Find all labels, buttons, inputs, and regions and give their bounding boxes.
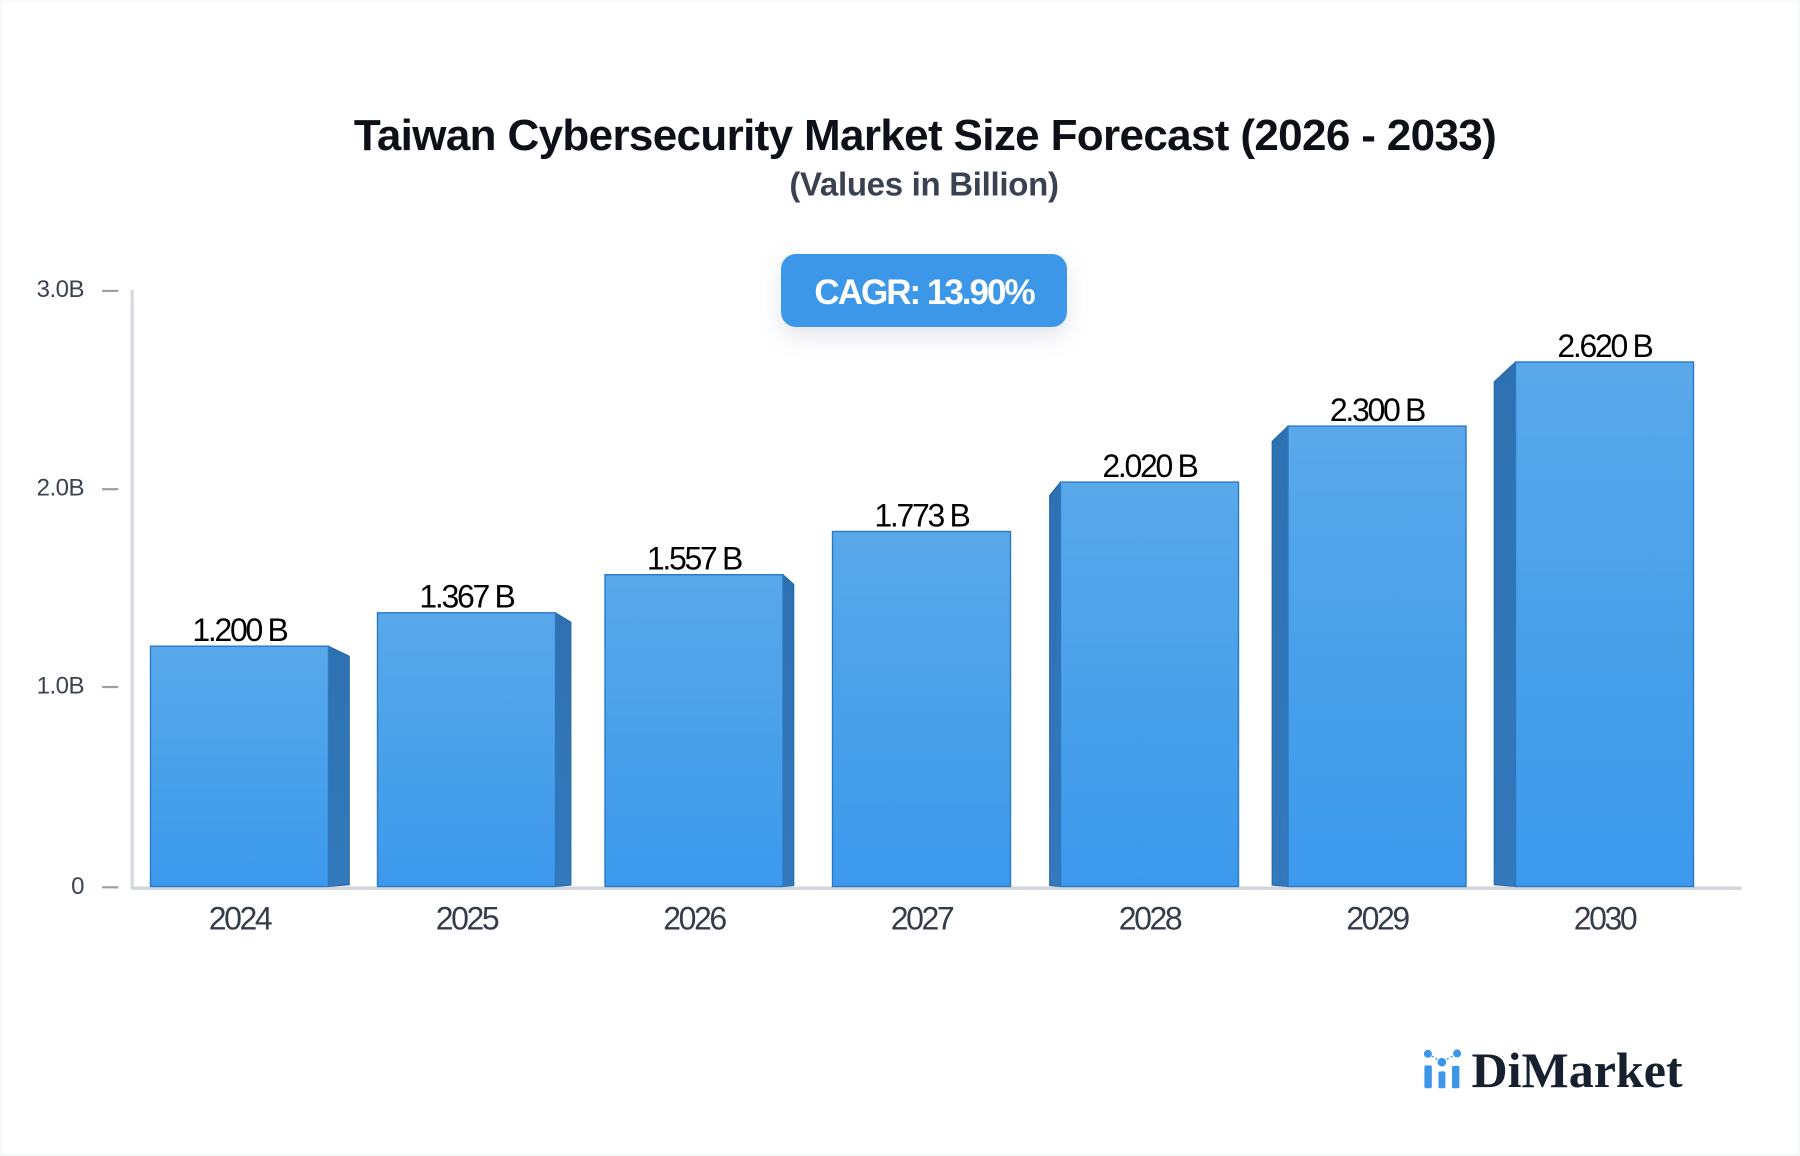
svg-text:CAGR: 13.90%: CAGR: 13.90% (814, 273, 1035, 312)
svg-text:1.0B: 1.0B (37, 673, 84, 700)
svg-text:0: 0 (71, 873, 84, 900)
svg-text:2025: 2025 (436, 901, 499, 937)
svg-text:1.367 B: 1.367 B (419, 579, 514, 615)
svg-text:2024: 2024 (209, 901, 272, 937)
svg-text:2030: 2030 (1574, 901, 1637, 937)
svg-text:2.0B: 2.0B (37, 475, 84, 502)
svg-text:1.200 B: 1.200 B (192, 612, 287, 648)
svg-text:1.773 B: 1.773 B (874, 497, 969, 533)
svg-text:(Values in Billion): (Values in Billion) (789, 166, 1058, 203)
svg-text:2027: 2027 (891, 901, 954, 937)
svg-text:1.557 B: 1.557 B (647, 541, 742, 577)
svg-text:3.0B: 3.0B (37, 276, 84, 303)
svg-text:2.620 B: 2.620 B (1557, 328, 1652, 364)
svg-text:DiMarket: DiMarket (1472, 1042, 1683, 1098)
svg-text:2026: 2026 (663, 901, 726, 937)
svg-text:2029: 2029 (1346, 901, 1409, 937)
svg-text:2.300 B: 2.300 B (1330, 392, 1425, 428)
svg-text:2028: 2028 (1119, 901, 1182, 937)
svg-text:2.020 B: 2.020 B (1102, 448, 1197, 484)
svg-text:Taiwan Cybersecurity Market Si: Taiwan Cybersecurity Market Size Forecas… (354, 111, 1496, 160)
